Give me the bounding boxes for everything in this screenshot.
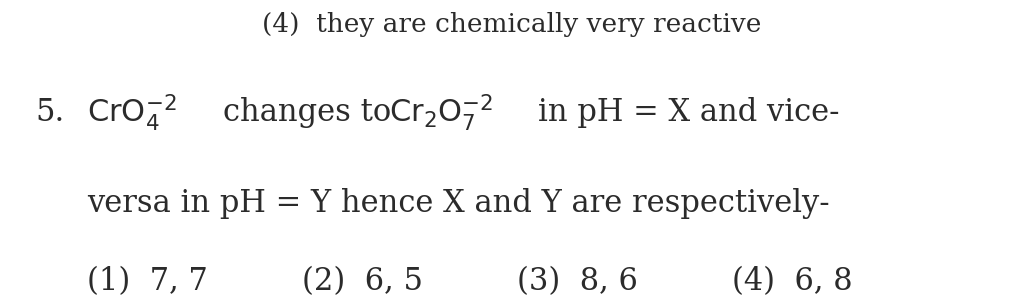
Text: $\mathrm{Cr_2O_7^{-2}}$: $\mathrm{Cr_2O_7^{-2}}$ (389, 92, 494, 133)
Text: $\mathrm{CrO_4^{-2}}$: $\mathrm{CrO_4^{-2}}$ (87, 92, 176, 133)
Text: (4)  they are chemically very reactive: (4) they are chemically very reactive (262, 12, 762, 37)
Text: 5.: 5. (36, 97, 66, 128)
Text: changes to: changes to (223, 97, 391, 128)
Text: (3)  8, 6: (3) 8, 6 (517, 266, 638, 297)
Text: versa in pH = Y hence X and Y are respectively-: versa in pH = Y hence X and Y are respec… (87, 188, 829, 218)
Text: (4)  6, 8: (4) 6, 8 (732, 266, 853, 297)
Text: (1)  7, 7: (1) 7, 7 (87, 266, 208, 297)
Text: (2)  6, 5: (2) 6, 5 (302, 266, 423, 297)
Text: in pH = X and vice-: in pH = X and vice- (538, 97, 839, 128)
